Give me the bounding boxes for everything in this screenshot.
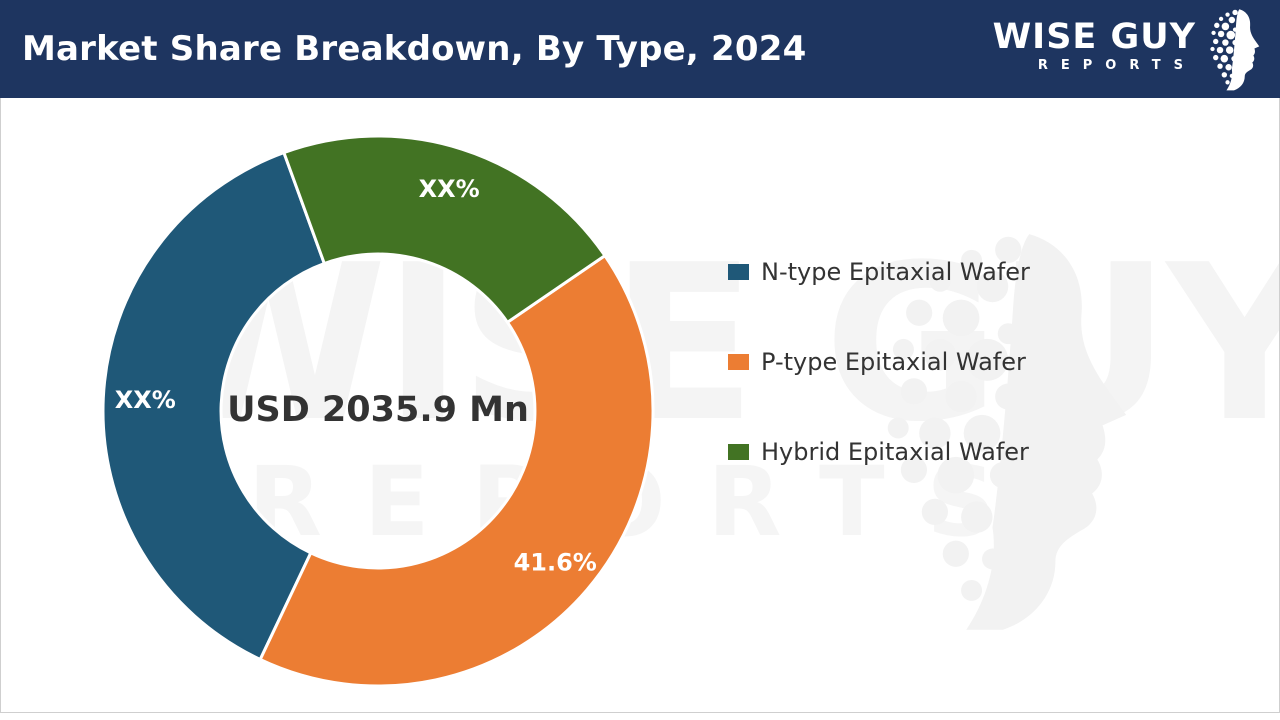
legend-item: P-type Epitaxial Wafer bbox=[728, 347, 1026, 377]
legend-swatch bbox=[728, 354, 749, 370]
legend-label: P-type Epitaxial Wafer bbox=[761, 348, 1026, 376]
logo-wordmark: WISE GUY bbox=[992, 17, 1196, 57]
segment-percentage-label: XX% bbox=[419, 175, 480, 203]
legend-item: Hybrid Epitaxial Wafer bbox=[728, 437, 1029, 467]
legend-swatch bbox=[728, 264, 749, 280]
segment-percentage-label: 41.6% bbox=[514, 548, 597, 576]
legend-label: Hybrid Epitaxial Wafer bbox=[761, 438, 1029, 466]
logo-face-icon bbox=[1206, 6, 1262, 92]
wise-guy-reports-logo: WISE GUY REPORTS bbox=[993, 4, 1262, 94]
segment-percentage-label: XX% bbox=[115, 386, 176, 414]
legend-item: N-type Epitaxial Wafer bbox=[728, 257, 1030, 287]
header-bar: Market Share Breakdown, By Type, 2024 WI… bbox=[0, 0, 1280, 98]
donut-center-value: USD 2035.9 Mn bbox=[227, 390, 529, 430]
chart-area: WISE GUY REPORTS XX% 41.6% XX% USD 2035.9 … bbox=[0, 98, 1280, 720]
logo-text: WISE GUY REPORTS bbox=[993, 18, 1196, 73]
logo-subtitle: REPORTS bbox=[1037, 58, 1196, 73]
donut-segment-p-type-epitaxial-wafer bbox=[258, 254, 655, 688]
page-title: Market Share Breakdown, By Type, 2024 bbox=[22, 29, 807, 69]
donut-segment-n-type-epitaxial-wafer bbox=[101, 151, 326, 661]
donut-segment-hybrid-epitaxial-wafer bbox=[282, 134, 607, 324]
legend-swatch bbox=[728, 444, 749, 460]
legend-label: N-type Epitaxial Wafer bbox=[761, 258, 1030, 286]
donut-chart: XX% 41.6% XX% bbox=[101, 134, 655, 688]
